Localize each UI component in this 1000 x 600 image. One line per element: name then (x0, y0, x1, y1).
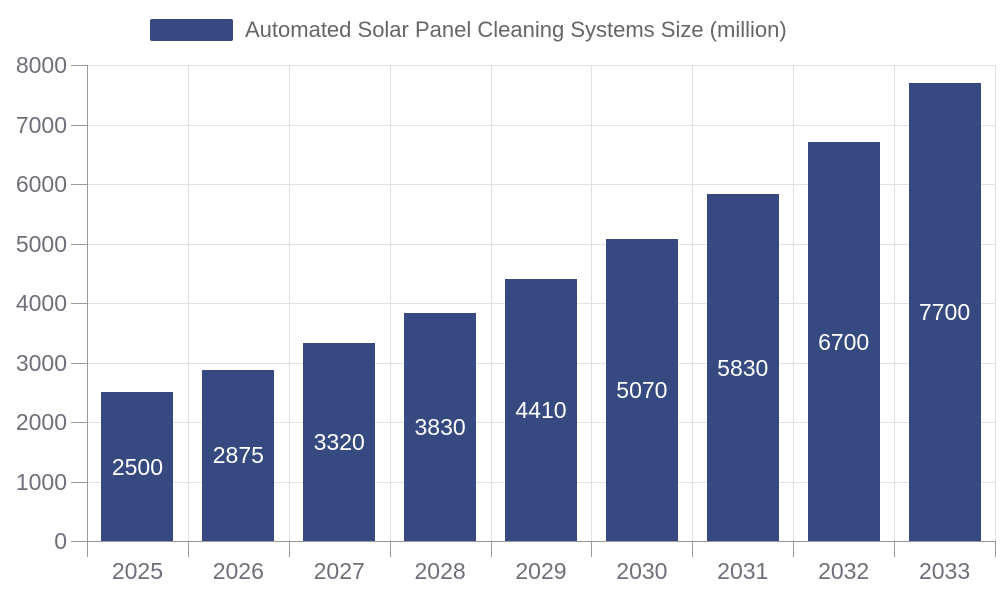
y-axis-tick (71, 481, 87, 483)
y-axis-tick (71, 422, 87, 423)
legend-label: Automated Solar Panel Cleaning Systems S… (245, 17, 787, 42)
y-axis-tick-label: 0 (54, 528, 67, 554)
y-axis-tick (71, 541, 87, 542)
bar-2027[interactable] (303, 343, 376, 541)
x-axis-tick (87, 541, 88, 557)
x-axis-tick (793, 541, 795, 557)
gridline-h (87, 124, 995, 126)
y-axis-tick (71, 124, 87, 126)
x-axis-tick-label: 2026 (212, 558, 264, 584)
x-axis-tick (288, 541, 290, 557)
y-axis-tick-label: 1000 (15, 468, 67, 495)
y-axis-tick-label: 6000 (15, 171, 67, 197)
gridline-h (87, 184, 995, 185)
x-axis-line (87, 541, 996, 542)
gridline-v (995, 65, 996, 541)
y-axis-tick-label: 5000 (15, 230, 67, 257)
y-axis-tick-label: 4000 (15, 290, 67, 316)
y-axis-tick (71, 362, 87, 364)
y-axis-tick (71, 303, 87, 304)
bar-2026[interactable] (202, 369, 275, 541)
bar-2031[interactable] (706, 194, 779, 541)
x-axis-tick (894, 541, 896, 557)
x-axis-tick-label: 2028 (414, 558, 466, 584)
y-axis-tick-label: 2000 (15, 409, 67, 435)
y-axis-tick (71, 65, 87, 66)
bar-value-label: 3320 (313, 429, 365, 456)
x-axis-tick (692, 541, 694, 557)
bar-value-label: 3830 (414, 414, 466, 441)
gridline-h (87, 243, 995, 245)
x-axis-tick-label: 2027 (313, 558, 365, 584)
y-axis-tick-label: 3000 (15, 349, 67, 376)
bar-2029[interactable] (505, 278, 577, 541)
y-axis-tick-label: 7000 (15, 111, 67, 138)
bar-value-label: 5830 (717, 354, 769, 381)
x-axis-tick-label: 2025 (111, 558, 164, 584)
bar-2028[interactable] (404, 313, 477, 541)
bar-value-label: 6700 (818, 328, 870, 355)
x-axis-tick (389, 541, 391, 557)
bar-value-label: 4410 (515, 396, 567, 423)
bar-2030[interactable] (605, 239, 678, 541)
bar-value-label: 2500 (111, 453, 164, 480)
bar-2033[interactable] (908, 82, 981, 541)
x-axis-tick (591, 541, 593, 557)
bar-2032[interactable] (807, 142, 880, 541)
x-axis-tick-label: 2030 (616, 558, 668, 584)
y-axis-tick (71, 243, 87, 245)
y-axis-tick (71, 184, 87, 185)
x-axis-tick-label: 2031 (717, 558, 769, 584)
bar-value-label: 7700 (918, 298, 971, 325)
x-axis-tick (187, 541, 189, 557)
x-axis-tick-label: 2029 (515, 558, 567, 584)
x-axis-tick-label: 2033 (918, 558, 971, 584)
bar-2025[interactable] (101, 392, 174, 541)
chart-legend[interactable]: Automated Solar Panel Cleaning Systems S… (150, 19, 787, 41)
gridline-h (87, 65, 995, 66)
y-axis-tick-label: 8000 (15, 52, 67, 78)
x-axis-tick-label: 2032 (818, 558, 870, 584)
bar-value-label: 5070 (616, 377, 668, 404)
bar-value-label: 2875 (212, 442, 264, 469)
legend-swatch-icon (150, 19, 233, 41)
x-axis-tick (490, 541, 492, 557)
y-axis-line (87, 65, 88, 541)
x-axis-tick (995, 541, 996, 557)
